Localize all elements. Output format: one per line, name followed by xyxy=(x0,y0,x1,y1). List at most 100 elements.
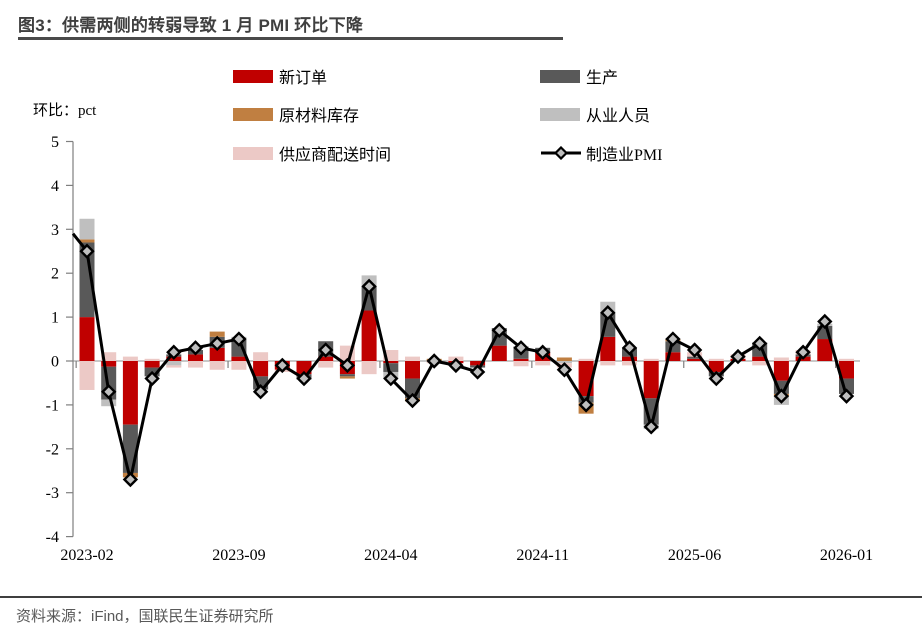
pmi-marker xyxy=(513,340,529,356)
bar-segment xyxy=(318,361,334,368)
y-tick-label: 0 xyxy=(51,354,59,371)
bar-segment xyxy=(535,361,551,366)
production-swatch-icon xyxy=(540,69,580,83)
legend-label: 新订单 xyxy=(279,70,328,87)
page-title: 图3：供需两侧的转弱导致 1 月 PMI 环比下降 xyxy=(18,16,364,35)
chart-legend: 新订单 生产 原材料库存 从业人员 供应商配送时间 制造业PMI xyxy=(0,62,922,172)
bar-segment xyxy=(79,242,95,318)
footer-divider xyxy=(0,596,922,598)
bar-segment xyxy=(188,361,203,368)
bar-segment xyxy=(513,358,529,361)
pmi-marker xyxy=(426,353,442,369)
legend-label: 供应商配送时间 xyxy=(279,147,392,164)
bar-segment xyxy=(491,345,507,361)
y-tick-label: 4 xyxy=(51,178,59,195)
bar-segment xyxy=(339,374,355,377)
y-tick-label: -1 xyxy=(46,397,59,414)
pmi-marker xyxy=(209,335,225,352)
pmi-marker xyxy=(361,278,377,295)
bar-segment xyxy=(122,361,138,425)
pmi-marker xyxy=(79,243,95,259)
pmi-marker xyxy=(252,384,269,400)
legend-item-employment: 从业人员 xyxy=(540,106,650,125)
pmi-marker xyxy=(404,392,421,409)
bar-segment xyxy=(361,361,377,375)
pmi-marker xyxy=(535,344,551,360)
bar-segment xyxy=(773,357,789,361)
pmi-marker xyxy=(383,370,399,387)
y-tick-label: 1 xyxy=(51,310,59,327)
bar-segment xyxy=(101,352,117,361)
bar-segment xyxy=(79,239,95,243)
x-tick-label: 2026-01 xyxy=(820,547,873,564)
bar-segment xyxy=(144,358,160,361)
bar-segment xyxy=(817,339,833,361)
legend-item-production: 生产 xyxy=(540,68,618,87)
bar-segment xyxy=(122,356,138,361)
pmi-line-sample-icon xyxy=(541,146,581,160)
bar-segment xyxy=(773,361,789,381)
legend-label: 从业人员 xyxy=(586,108,651,125)
pmi-marker xyxy=(708,370,724,387)
pmi-marker xyxy=(101,384,117,400)
bar-segment xyxy=(209,347,225,361)
pmi-marker xyxy=(817,313,833,330)
bar-segment xyxy=(383,363,399,372)
pmi-marker xyxy=(491,322,507,338)
bar-segment xyxy=(296,361,312,375)
bar-segment xyxy=(622,361,637,366)
pmi-marker xyxy=(122,471,139,488)
pmi-marker xyxy=(448,357,464,374)
bar-segment xyxy=(470,361,486,366)
bar-segment xyxy=(101,399,117,407)
bar-segment xyxy=(339,376,355,379)
pmi-marker xyxy=(144,370,160,387)
y-axis-unit-label: 环比：pct xyxy=(33,103,97,119)
x-tick-label: 2025-06 xyxy=(668,547,721,564)
bar-segment xyxy=(361,310,377,361)
legend-item-raw-materials: 原材料库存 xyxy=(233,106,359,125)
bar-segment xyxy=(253,361,269,377)
bar-segment xyxy=(556,357,572,361)
pmi-marker xyxy=(469,364,486,380)
pmi-marker xyxy=(231,331,247,347)
pmi-marker xyxy=(600,305,616,321)
x-tick-label: 2024-11 xyxy=(516,547,569,564)
pmi-marker xyxy=(578,397,594,413)
bar-segment xyxy=(79,361,95,390)
y-tick-label: 3 xyxy=(51,222,59,239)
bar-segment xyxy=(188,354,203,361)
bar-segment xyxy=(752,356,768,361)
pmi-marker xyxy=(665,331,681,347)
pmi-marker xyxy=(795,344,811,360)
pmi-marker xyxy=(274,357,290,374)
legend-label: 原材料库存 xyxy=(279,108,360,125)
pmi-marker xyxy=(166,344,182,360)
y-tick-label: -3 xyxy=(46,485,59,502)
legend-item-supplier-delivery: 供应商配送时间 xyxy=(233,145,391,164)
bar-segment xyxy=(665,352,681,361)
bar-segment xyxy=(253,352,269,361)
x-tick-label: 2024-04 xyxy=(364,547,417,564)
bar-segment xyxy=(166,365,182,368)
y-tick-label: -2 xyxy=(46,441,59,458)
x-tick-label: 2023-09 xyxy=(212,547,265,564)
bar-segment xyxy=(79,218,95,240)
bar-segment xyxy=(318,356,334,361)
x-tick-label: 2023-02 xyxy=(60,547,113,564)
bar-segment xyxy=(209,361,225,370)
bar-segment xyxy=(839,358,854,361)
source-note: 资料来源：iFind，国联民生证券研究所 xyxy=(16,608,274,625)
pmi-marker xyxy=(730,348,746,365)
bar-segment xyxy=(600,336,616,361)
pmi-marker xyxy=(339,357,356,374)
bar-segment xyxy=(752,361,768,366)
pmi-marker xyxy=(318,342,334,358)
bar-segment xyxy=(687,358,703,361)
bar-segment xyxy=(643,358,659,361)
supplier-delivery-swatch-icon xyxy=(233,146,273,160)
pmi-marker xyxy=(187,340,204,356)
bar-segment xyxy=(708,361,724,372)
pmi-marker xyxy=(838,388,855,404)
raw-materials-swatch-icon xyxy=(233,107,273,121)
